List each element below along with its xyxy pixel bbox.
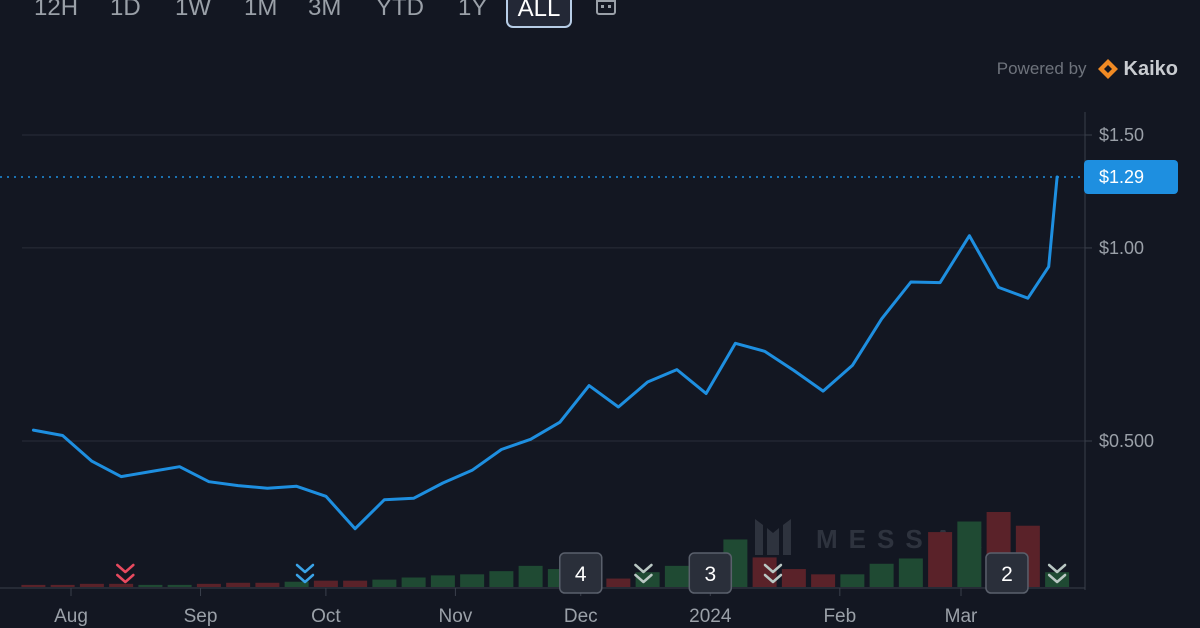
event-count: 3 <box>704 563 716 586</box>
kaiko-name: Kaiko <box>1123 57 1178 80</box>
x-axis: Aug Sep Oct Nov Dec 2024 Feb Mar <box>54 588 978 627</box>
chevron-down-icon <box>634 573 653 584</box>
volume-bar <box>284 581 309 587</box>
range-1d-button[interactable]: 1D <box>110 0 141 28</box>
x-tick-label: Feb <box>823 606 856 627</box>
y-tick-label: $1.00 <box>1099 238 1144 258</box>
chevron-down-icon <box>634 563 653 574</box>
range-1y-button[interactable]: 1Y <box>458 0 487 28</box>
volume-bar <box>343 580 368 587</box>
chevron-down-icon <box>295 573 315 584</box>
double-chevron-down-icon <box>763 563 783 584</box>
y-axis: $1.50 $1.00 $0.500 <box>1085 125 1154 451</box>
double-chevron-down-icon <box>116 563 135 584</box>
range-1w-button[interactable]: 1W <box>175 0 211 28</box>
volume-bar <box>928 532 953 587</box>
chevron-down-icon <box>1047 563 1067 574</box>
y-tick-label: $0.500 <box>1099 431 1154 451</box>
volume-bar <box>50 584 75 587</box>
chevron-down-icon <box>763 573 783 584</box>
current-price-tag: $1.29 <box>1084 160 1178 195</box>
volume-bar <box>518 565 543 587</box>
volume-bar <box>167 584 192 587</box>
volume-bar <box>840 574 865 587</box>
grid-lines <box>22 134 1085 442</box>
y-tick-label: $1.50 <box>1099 125 1144 145</box>
chevron-down-icon <box>763 563 783 574</box>
current-price-label: $1.29 <box>1099 167 1144 187</box>
double-chevron-down-icon <box>295 563 315 584</box>
x-tick-label: Sep <box>184 606 218 627</box>
volume-bar <box>664 565 689 587</box>
volume-bar <box>313 580 338 587</box>
event-markers: 4 3 2 <box>116 552 1067 594</box>
volume-bar <box>21 584 46 587</box>
powered-by-label: Powered by <box>996 59 1087 78</box>
volume-bar <box>255 582 280 587</box>
range-1m-button[interactable]: 1M <box>244 0 277 28</box>
range-3m-button[interactable]: 3M <box>308 0 341 28</box>
volume-bar <box>401 577 426 587</box>
double-chevron-down-icon <box>634 563 653 584</box>
price-points <box>33 177 1057 529</box>
range-12h-button[interactable]: 12H <box>34 0 78 28</box>
event-badge-box <box>688 552 733 594</box>
kaiko-icon <box>1097 59 1118 79</box>
volume-bar <box>957 521 982 587</box>
volume-bar <box>869 563 894 587</box>
chevron-down-icon <box>116 563 135 574</box>
x-tick-label: 2024 <box>689 606 732 627</box>
volume-bar <box>606 578 631 587</box>
volume-bar <box>460 574 485 587</box>
x-tick-label: Mar <box>945 606 978 627</box>
volume-bar <box>79 583 104 587</box>
calendar-icon[interactable] <box>596 0 616 16</box>
chevron-down-icon <box>295 563 315 574</box>
volume-bar <box>781 569 806 587</box>
volume-bar <box>109 583 134 587</box>
chevron-down-icon <box>1047 573 1067 584</box>
event-count-badge: 2 <box>985 552 1029 594</box>
volume-bar <box>430 575 455 587</box>
volume-bar <box>196 583 221 587</box>
event-count: 2 <box>1001 563 1013 586</box>
x-tick-label: Dec <box>564 606 598 627</box>
volume-bar <box>226 582 251 587</box>
double-chevron-down-icon <box>1047 563 1067 584</box>
volume-bar <box>811 574 836 587</box>
event-count-badge: 3 <box>688 552 733 594</box>
price-series-line <box>31 175 1059 531</box>
event-count-badge: 4 <box>559 552 603 594</box>
chevron-down-icon <box>116 573 135 584</box>
volume-bar <box>489 571 514 587</box>
volume-bar <box>138 584 163 587</box>
event-badge-box <box>985 552 1029 594</box>
x-tick-label: Oct <box>311 606 341 627</box>
range-all-button[interactable]: ALL <box>506 0 572 28</box>
x-tick-label: Nov <box>439 606 473 627</box>
volume-bar <box>898 558 923 587</box>
kaiko-logo[interactable]: Kaiko <box>1097 58 1178 81</box>
event-count: 4 <box>575 563 587 586</box>
event-badge-box <box>559 552 603 594</box>
volume-bar <box>372 579 397 587</box>
attribution: Powered by Kaiko <box>997 56 1178 82</box>
x-tick-label: Aug <box>54 606 88 627</box>
watermark-text: MESSARI <box>816 524 1011 554</box>
range-ytd-button[interactable]: YTD <box>376 0 424 28</box>
